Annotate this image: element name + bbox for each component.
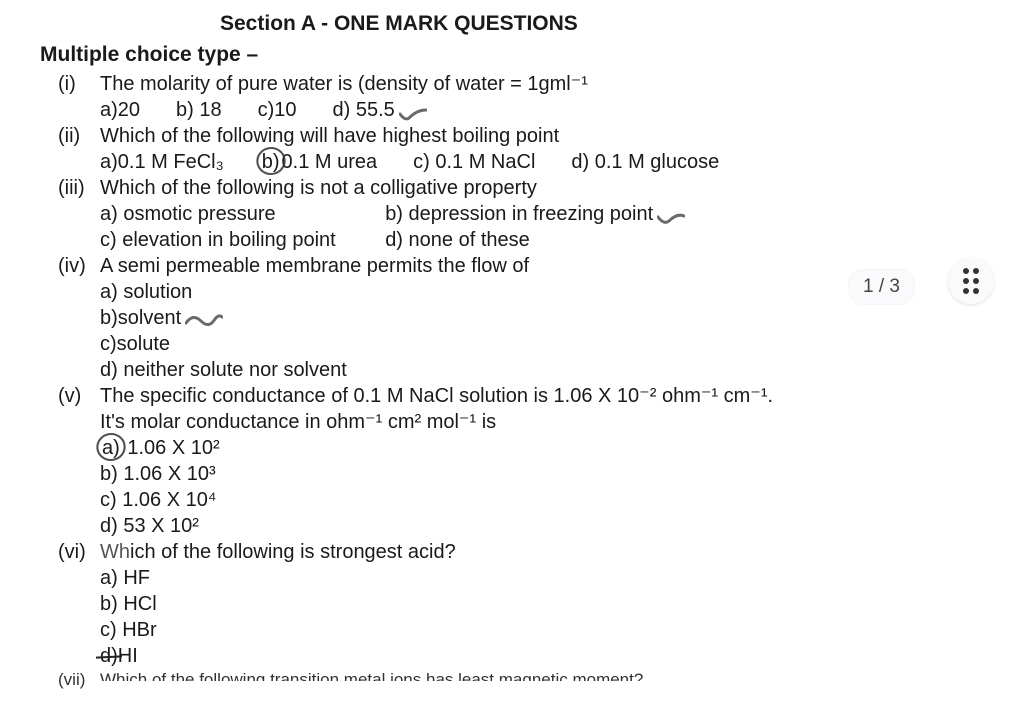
question-text: Which of the following will have highest… — [100, 123, 994, 149]
option-c: c) 0.1 M NaCl — [413, 149, 535, 175]
question-text: Which of the following transition metal … — [100, 670, 643, 681]
question-partial: (vii) Which of the following transition … — [40, 669, 994, 691]
page-indicator: 1 / 3 — [849, 270, 914, 304]
option-c: c)solute — [100, 331, 257, 357]
strike-mark-icon: d) — [100, 643, 118, 669]
option-b: b) 0.1 M urea — [260, 149, 377, 175]
option-d: d) none of these — [385, 227, 670, 253]
option-c: c)10 — [258, 97, 297, 123]
question-4: (iv) A semi permeable membrane permits t… — [40, 253, 994, 383]
document-page: Section A - ONE MARK QUESTIONS Multiple … — [0, 0, 1024, 701]
option-c: c) 1.06 X 10⁴ — [100, 487, 330, 513]
option-d: d) neither solute nor solvent — [100, 357, 436, 383]
option-b: b) HCl — [100, 591, 292, 617]
question-number: (iii) — [40, 175, 100, 253]
option-a: a)20 — [100, 97, 140, 123]
option-b: b)solvent — [100, 305, 436, 331]
question-number: (v) — [40, 383, 100, 539]
option-d: d) 55.5 — [333, 97, 427, 123]
option-b: b) 18 — [176, 97, 222, 123]
question-text-line1: The specific conductance of 0.1 M NaCl s… — [100, 383, 994, 409]
option-b: b) depression in freezing point — [385, 201, 720, 227]
question-number: (vii) — [40, 669, 100, 691]
option-d: d) HI — [100, 643, 292, 669]
question-6: (vi) Which of the following is strongest… — [40, 539, 994, 669]
circled-mark-icon: a) — [100, 435, 122, 461]
option-d: d) 0.1 M glucose — [571, 149, 719, 175]
question-1: (i) The molarity of pure water is (densi… — [40, 71, 994, 123]
option-a: a) 1.06 X 10² — [100, 435, 330, 461]
option-a: a)0.1 M FeCl₃ — [100, 149, 224, 175]
option-c: c) elevation in boiling point — [100, 227, 385, 253]
question-text-line2: It's molar conductance in ohm⁻¹ cm² mol⁻… — [100, 409, 994, 435]
circled-mark-icon: b) — [260, 149, 282, 175]
question-number: (ii) — [40, 123, 100, 175]
option-a: a) HF — [100, 565, 292, 591]
wave-mark-icon — [185, 310, 223, 326]
section-title: Section A - ONE MARK QUESTIONS — [220, 10, 994, 37]
question-text: Which of the following is not a colligat… — [100, 175, 994, 201]
option-d: d) 53 X 10² — [100, 513, 330, 539]
question-number: (vi) — [40, 539, 100, 669]
tick-mark-icon — [399, 103, 427, 117]
question-text: Which of the following is strongest acid… — [100, 539, 994, 565]
question-3: (iii) Which of the following is not a co… — [40, 175, 994, 253]
option-b-label: b) depression in freezing point — [385, 201, 653, 227]
option-d-label: d) 55.5 — [333, 97, 395, 123]
question-5: (v) The specific conductance of 0.1 M Na… — [40, 383, 994, 539]
question-text: The molarity of pure water is (density o… — [100, 71, 994, 97]
option-b: b) 1.06 X 10³ — [100, 461, 330, 487]
menu-dots-button[interactable] — [948, 258, 994, 304]
multiple-choice-heading: Multiple choice type – — [40, 41, 994, 68]
option-a: a) solution — [100, 279, 257, 305]
question-2: (ii) Which of the following will have hi… — [40, 123, 994, 175]
question-number: (i) — [40, 71, 100, 123]
question-number: (iv) — [40, 253, 100, 383]
tick-mark-icon — [657, 207, 685, 221]
option-b-label: b)solvent — [100, 305, 181, 331]
dots-grid-icon — [963, 268, 979, 294]
option-a: a) osmotic pressure — [100, 201, 385, 227]
option-c: c) HBr — [100, 617, 292, 643]
